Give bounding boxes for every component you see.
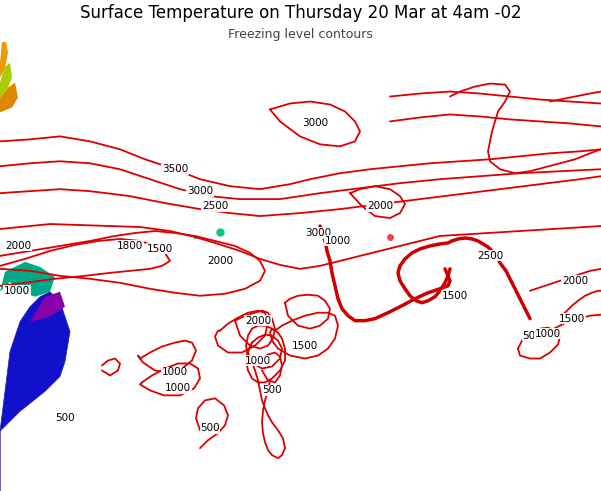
Text: 1000: 1000 xyxy=(325,236,351,246)
Text: 3000: 3000 xyxy=(187,186,213,196)
Text: Surface Temperature on Thursday 20 Mar at 4am -02: Surface Temperature on Thursday 20 Mar a… xyxy=(80,4,521,23)
Text: 1000: 1000 xyxy=(165,383,191,393)
Text: 2000: 2000 xyxy=(562,276,588,286)
Text: 3000: 3000 xyxy=(302,118,328,129)
Polygon shape xyxy=(0,292,70,491)
Text: 1000: 1000 xyxy=(535,328,561,339)
Text: 1500: 1500 xyxy=(292,341,318,351)
Text: Freezing level contours: Freezing level contours xyxy=(228,27,373,41)
Text: 3500: 3500 xyxy=(162,164,188,174)
Text: 2500: 2500 xyxy=(202,201,228,211)
Polygon shape xyxy=(30,292,65,322)
Polygon shape xyxy=(0,63,12,98)
Polygon shape xyxy=(0,262,55,297)
Text: 1000: 1000 xyxy=(162,367,188,378)
Text: 2000: 2000 xyxy=(245,316,271,326)
Text: 2000: 2000 xyxy=(367,201,393,211)
Text: 1500: 1500 xyxy=(442,291,468,301)
Text: 2000: 2000 xyxy=(207,256,233,266)
Text: 3000: 3000 xyxy=(305,228,331,238)
Text: 500: 500 xyxy=(55,413,75,423)
Text: 500: 500 xyxy=(522,330,542,341)
Text: 1000: 1000 xyxy=(245,355,271,365)
Polygon shape xyxy=(0,42,8,78)
Text: 2000: 2000 xyxy=(5,241,31,251)
Text: 1500: 1500 xyxy=(559,314,585,324)
Text: 500: 500 xyxy=(200,423,220,433)
Text: 1000: 1000 xyxy=(4,286,30,296)
Polygon shape xyxy=(0,82,18,112)
Text: 500: 500 xyxy=(262,385,282,395)
Text: 1500: 1500 xyxy=(147,244,173,254)
Text: 1800: 1800 xyxy=(117,241,143,251)
Text: 2500: 2500 xyxy=(477,251,503,261)
